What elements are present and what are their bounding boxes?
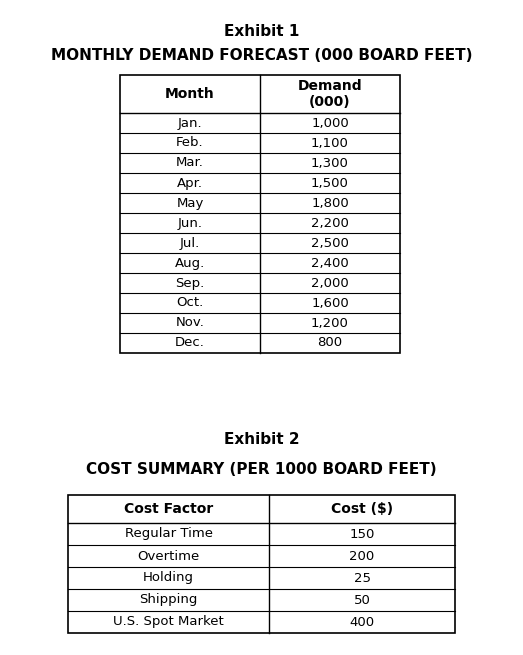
Text: Jul.: Jul. [180,236,200,250]
Text: 1,000: 1,000 [311,117,349,130]
Text: Exhibit 1: Exhibit 1 [224,24,299,39]
Text: Regular Time: Regular Time [124,527,213,540]
Text: Oct.: Oct. [176,297,203,310]
Text: 1,200: 1,200 [311,316,349,329]
Text: 1,600: 1,600 [311,297,349,310]
Text: Cost Factor: Cost Factor [124,502,213,516]
Bar [120,75,400,353]
Text: Month: Month [165,87,215,101]
Text: Mar.: Mar. [176,157,204,170]
Text: 1,500: 1,500 [311,176,349,189]
Text: Exhibit 2: Exhibit 2 [224,432,299,447]
Text: Shipping: Shipping [140,593,198,607]
Text: Aug.: Aug. [175,257,205,269]
Text: 50: 50 [354,593,371,607]
Text: 200: 200 [349,550,375,563]
Text: MONTHLY DEMAND FORECAST (000 BOARD FEET): MONTHLY DEMAND FORECAST (000 BOARD FEET) [51,48,472,63]
Bar [68,495,455,633]
Text: Feb.: Feb. [176,136,204,149]
Text: 1,800: 1,800 [311,196,349,210]
Text: 25: 25 [354,572,371,584]
Text: Jun.: Jun. [177,217,202,229]
Text: 150: 150 [349,527,375,540]
Text: COST SUMMARY (PER 1000 BOARD FEET): COST SUMMARY (PER 1000 BOARD FEET) [86,462,437,477]
Text: 1,100: 1,100 [311,136,349,149]
Text: 1,300: 1,300 [311,157,349,170]
Text: Demand
(000): Demand (000) [298,79,362,109]
Text: Holding: Holding [143,572,194,584]
Text: May: May [176,196,203,210]
Text: 2,500: 2,500 [311,236,349,250]
Text: Apr.: Apr. [177,176,203,189]
Text: Nov.: Nov. [176,316,204,329]
Text: U.S. Spot Market: U.S. Spot Market [113,616,224,629]
Text: 2,000: 2,000 [311,276,349,290]
Text: 2,200: 2,200 [311,217,349,229]
Text: 800: 800 [317,337,343,350]
Text: Overtime: Overtime [138,550,200,563]
Text: 400: 400 [349,616,374,629]
Text: Dec.: Dec. [175,337,205,350]
Text: Sep.: Sep. [175,276,204,290]
Text: 2,400: 2,400 [311,257,349,269]
Text: Jan.: Jan. [178,117,202,130]
Text: Cost ($): Cost ($) [331,502,393,516]
